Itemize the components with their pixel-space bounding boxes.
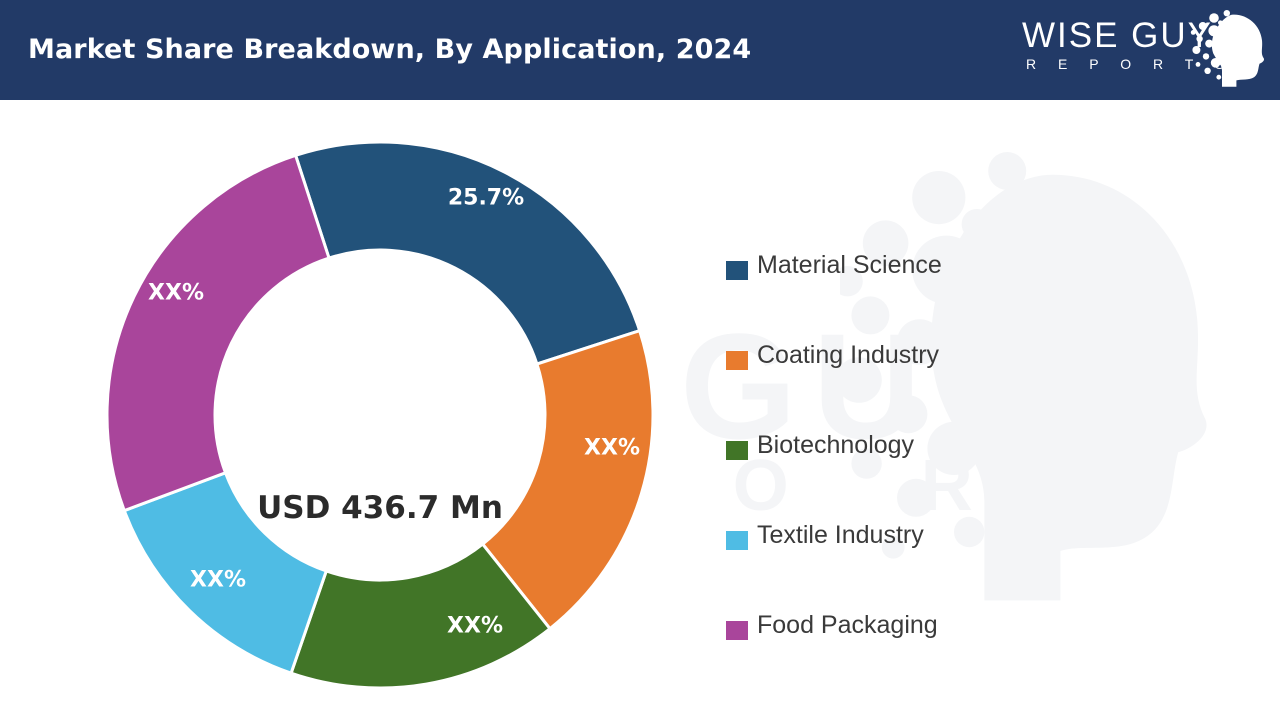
legend-item-biotechnology[interactable]: Biotechnology bbox=[726, 431, 1046, 525]
chart-canvas: WISE GUY R E P O R T S XX%XX%XX%XX%25.7%… bbox=[0, 100, 1280, 720]
legend-swatch-material-science bbox=[726, 261, 748, 280]
legend-item-textile-industry[interactable]: Textile Industry bbox=[726, 521, 1046, 615]
logo-wordmark-secondary: R E P O R T S bbox=[1026, 56, 1234, 72]
legend-item-food-packaging[interactable]: Food Packaging bbox=[726, 611, 1046, 705]
slice-label-material-science: XX% bbox=[148, 280, 204, 306]
logo-wordmark-primary: WISE GUY bbox=[1022, 16, 1214, 55]
legend-swatch-food-packaging bbox=[726, 621, 748, 640]
donut-chart bbox=[105, 140, 655, 690]
legend-label-textile-industry: Textile Industry bbox=[757, 521, 924, 549]
slice-label-biotechnology: XX% bbox=[447, 613, 503, 639]
head-profile-dots-icon bbox=[1190, 10, 1265, 87]
legend-label-material-science: Material Science bbox=[757, 251, 942, 279]
legend-item-material-science[interactable]: Material Science bbox=[726, 251, 1046, 345]
slice-label-food-packaging: 25.7% bbox=[447, 185, 525, 211]
donut-svg bbox=[105, 140, 655, 690]
legend-label-coating-industry: Coating Industry bbox=[757, 341, 940, 369]
legend-item-coating-industry[interactable]: Coating Industry bbox=[726, 341, 1046, 435]
chart-legend: Material Science Coating Industry Biotec… bbox=[726, 251, 1046, 705]
page-title: Market Share Breakdown, By Application, … bbox=[28, 34, 752, 65]
slice-label-textile-industry: XX% bbox=[584, 435, 640, 461]
legend-swatch-coating-industry bbox=[726, 351, 748, 370]
head-profile-dots-watermark-icon bbox=[840, 152, 1207, 601]
legend-swatch-biotechnology bbox=[726, 441, 748, 460]
legend-label-biotechnology: Biotechnology bbox=[757, 431, 915, 459]
legend-label-food-packaging: Food Packaging bbox=[757, 611, 938, 639]
legend-swatch-textile-industry bbox=[726, 531, 748, 550]
slice-label-coating-industry: XX% bbox=[190, 567, 246, 593]
header-bar: Market Share Breakdown, By Application, … bbox=[0, 0, 1280, 100]
donut-hole bbox=[215, 250, 545, 580]
brand-logo: WISE GUY R E P O R T S bbox=[1014, 8, 1274, 92]
donut-center-value: USD 436.7 Mn bbox=[257, 490, 503, 526]
